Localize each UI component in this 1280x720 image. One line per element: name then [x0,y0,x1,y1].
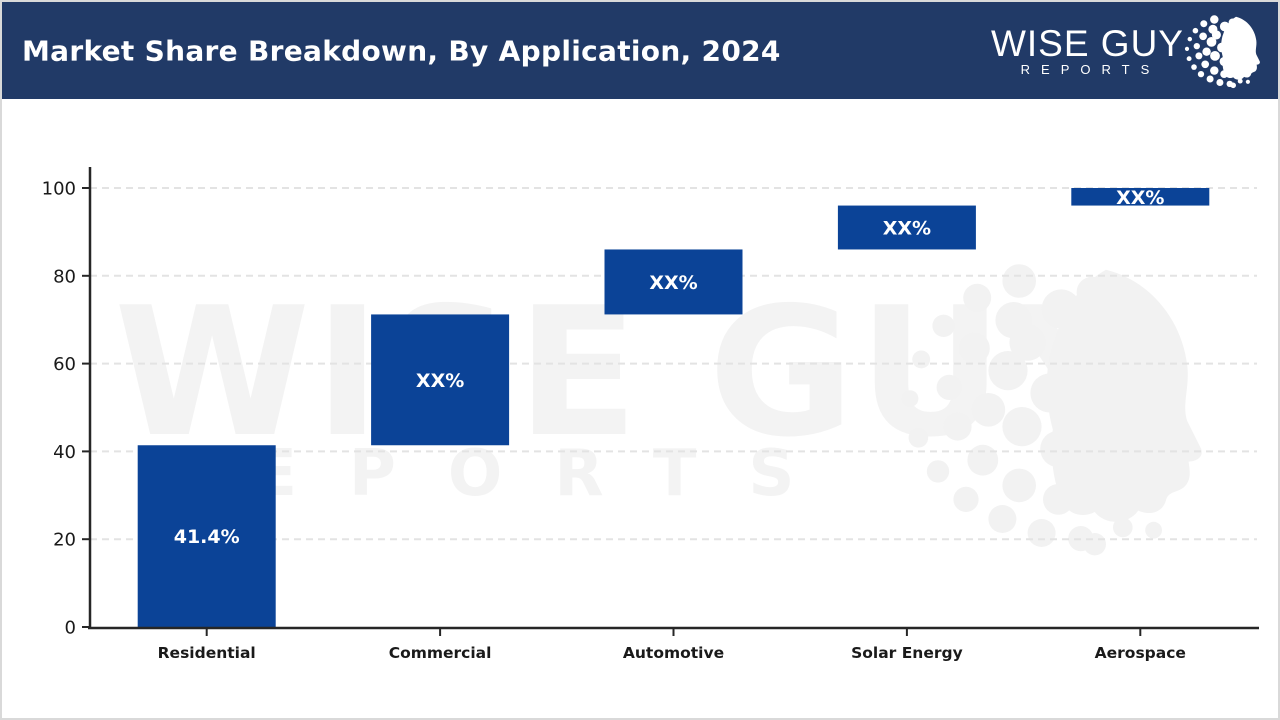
y-tick-label-0: 0 [65,618,76,639]
x-axis-label-residential: Residential [158,644,256,662]
y-tick-label-100: 100 [42,179,76,200]
logo-wiseguy-label: WISE GUY [990,22,1184,64]
bar-label-residential: 41.4% [174,526,240,548]
logo-face-icon [1180,10,1264,92]
header-bar: Market Share Breakdown, By Application, … [2,2,1278,99]
bar-label-automotive: XX% [649,272,697,294]
bar-commercial [371,314,510,446]
logo-text: WISE GUY REPORTS [990,22,1184,78]
y-tick-label-20: 20 [53,530,76,551]
bar-label-commercial: XX% [416,370,464,392]
y-tick-label-60: 60 [53,354,76,375]
bar-residential [137,445,276,627]
x-axis-label-solar-energy: Solar Energy [851,644,963,662]
y-tick-label-40: 40 [53,442,76,463]
bar-label-aerospace: XX% [1116,187,1164,209]
wise-guy-logo: WISE GUY REPORTS [991,8,1264,94]
bar-automotive [604,249,743,315]
logo-reports-label: REPORTS [1020,62,1161,78]
page-title: Market Share Breakdown, By Application, … [22,34,781,67]
x-axis-label-automotive: Automotive [623,644,724,662]
x-axis-label-commercial: Commercial [389,644,492,662]
bar-solar-energy [837,205,976,250]
x-axis-label-aerospace: Aerospace [1095,644,1186,662]
bar-label-solar-energy: XX% [883,218,931,240]
y-tick-label-80: 80 [53,266,76,287]
bar-aerospace [1071,188,1210,206]
